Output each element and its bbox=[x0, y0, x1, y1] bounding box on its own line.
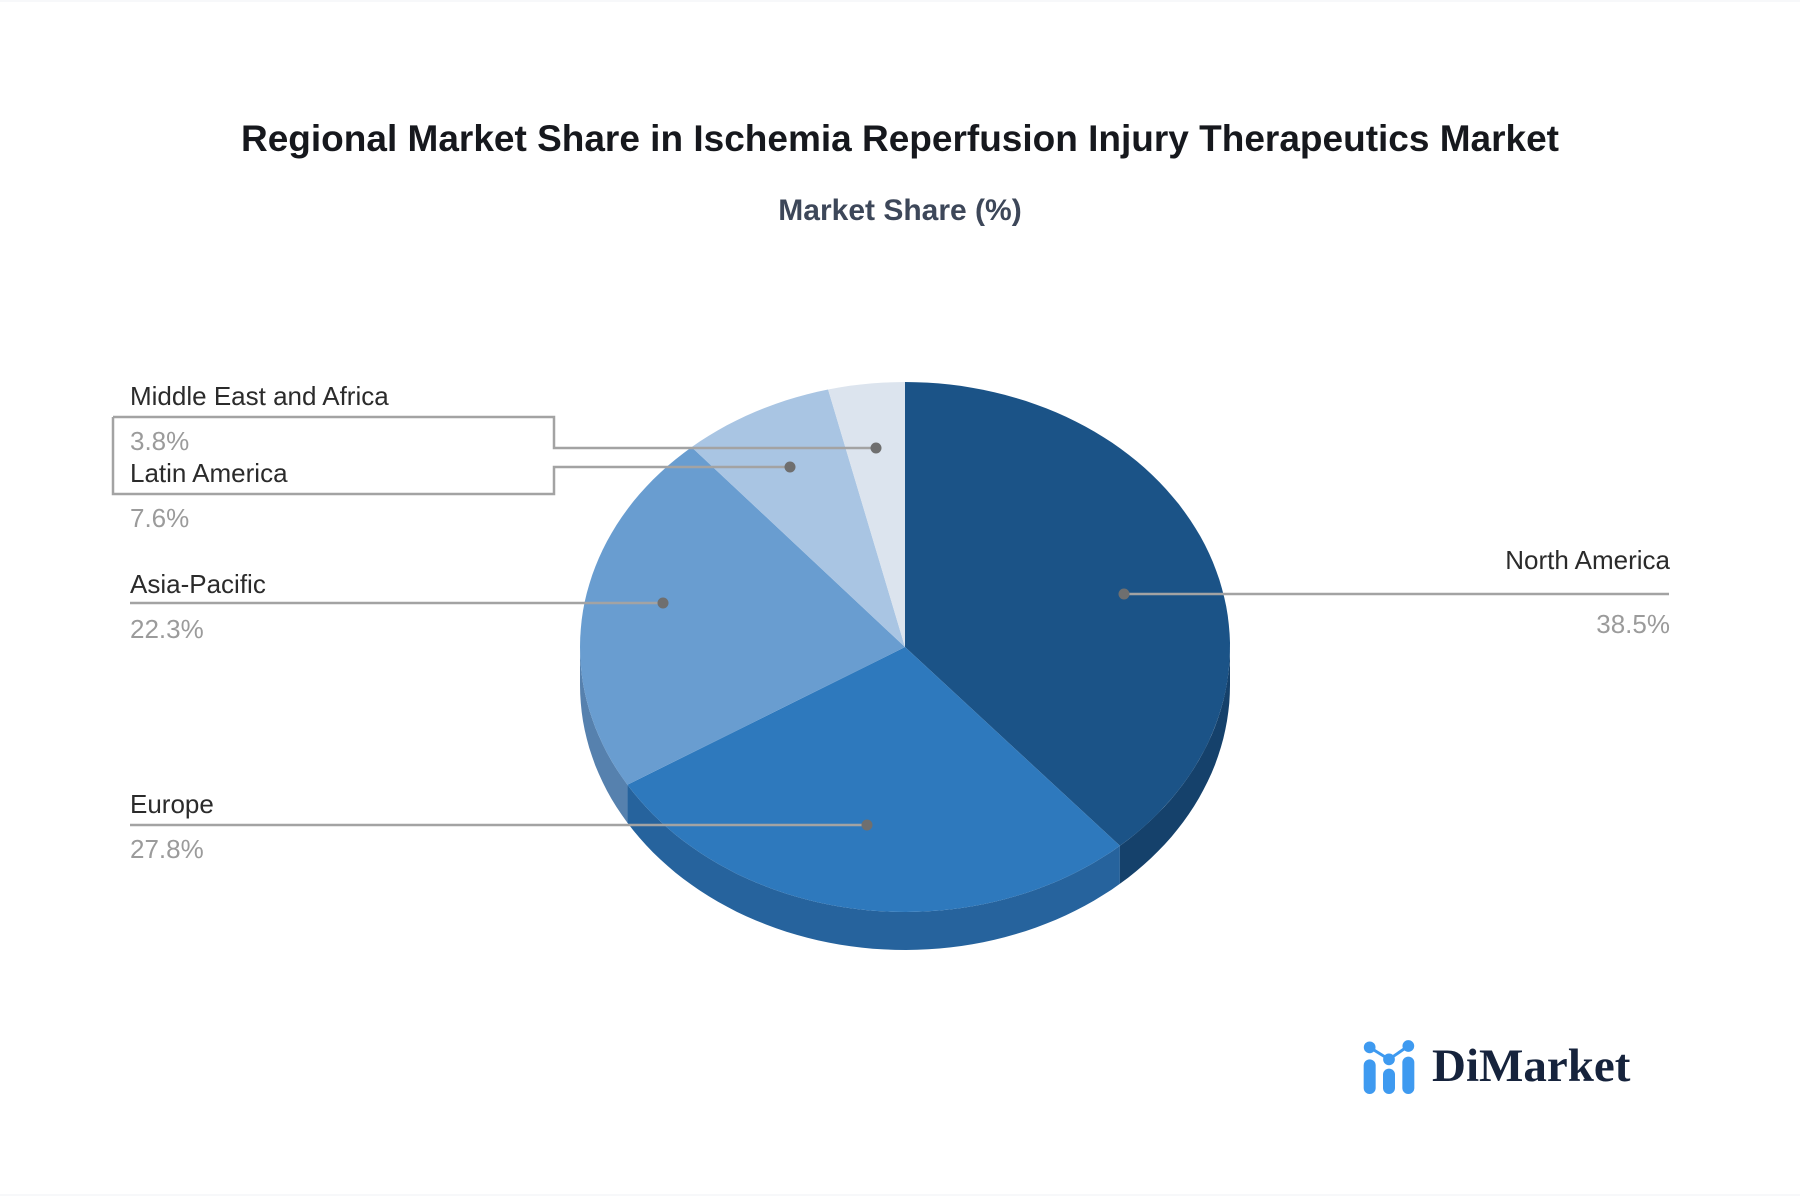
pie-slice-latin-america[interactable] bbox=[691, 389, 905, 648]
chart-subtitle: Market Share (%) bbox=[778, 194, 1022, 227]
label-europe: Europe bbox=[130, 789, 214, 819]
leader-dot-middle-east-and-africa bbox=[870, 442, 882, 454]
value-latin-america: 7.6% bbox=[130, 503, 190, 533]
chart-title: Regional Market Share in Ischemia Reperf… bbox=[241, 118, 1559, 159]
bar-chart-logo-icon bbox=[1363, 1040, 1415, 1094]
pie-slice-europe[interactable] bbox=[627, 647, 1120, 912]
pie-slice-asia-pacific[interactable] bbox=[580, 447, 905, 785]
callout-middle-east-and-africa: Middle East and Africa 3.8% bbox=[130, 380, 389, 456]
pie-slice-north-america[interactable] bbox=[905, 382, 1230, 846]
callout-latin-america: Latin America 7.6% bbox=[130, 457, 288, 533]
leader-dot-europe bbox=[861, 819, 873, 831]
label-asia-pacific: Asia-Pacific bbox=[130, 569, 266, 599]
value-europe: 27.8% bbox=[130, 834, 204, 864]
leader-dot-north-america bbox=[1118, 588, 1130, 600]
value-middle-east-and-africa: 3.8% bbox=[130, 426, 190, 456]
pie-slice-side-europe bbox=[627, 784, 1120, 950]
callout-asia-pacific: Asia-Pacific 22.3% bbox=[130, 568, 266, 644]
leader-dot-latin-america bbox=[784, 461, 796, 473]
label-latin-america: Latin America bbox=[130, 458, 288, 488]
callout-europe: Europe 27.8% bbox=[130, 788, 214, 864]
callout-north-america: North America 38.5% bbox=[1505, 544, 1670, 639]
leader-line-middle-east-and-africa bbox=[113, 415, 876, 450]
value-asia-pacific: 22.3% bbox=[130, 614, 204, 644]
leader-line-latin-america bbox=[111, 417, 790, 496]
dimarket-logo: DiMarket bbox=[1358, 1036, 1630, 1096]
label-north-america: North America bbox=[1505, 545, 1670, 575]
value-north-america: 38.5% bbox=[1596, 609, 1670, 639]
label-middle-east-and-africa: Middle East and Africa bbox=[130, 381, 389, 411]
dimarket-logo-text: DiMarket bbox=[1432, 1040, 1631, 1092]
leader-dot-asia-pacific bbox=[657, 597, 669, 609]
pie-slice-side-north-america bbox=[1119, 647, 1230, 884]
pie-slice-side-asia-pacific bbox=[580, 647, 628, 823]
